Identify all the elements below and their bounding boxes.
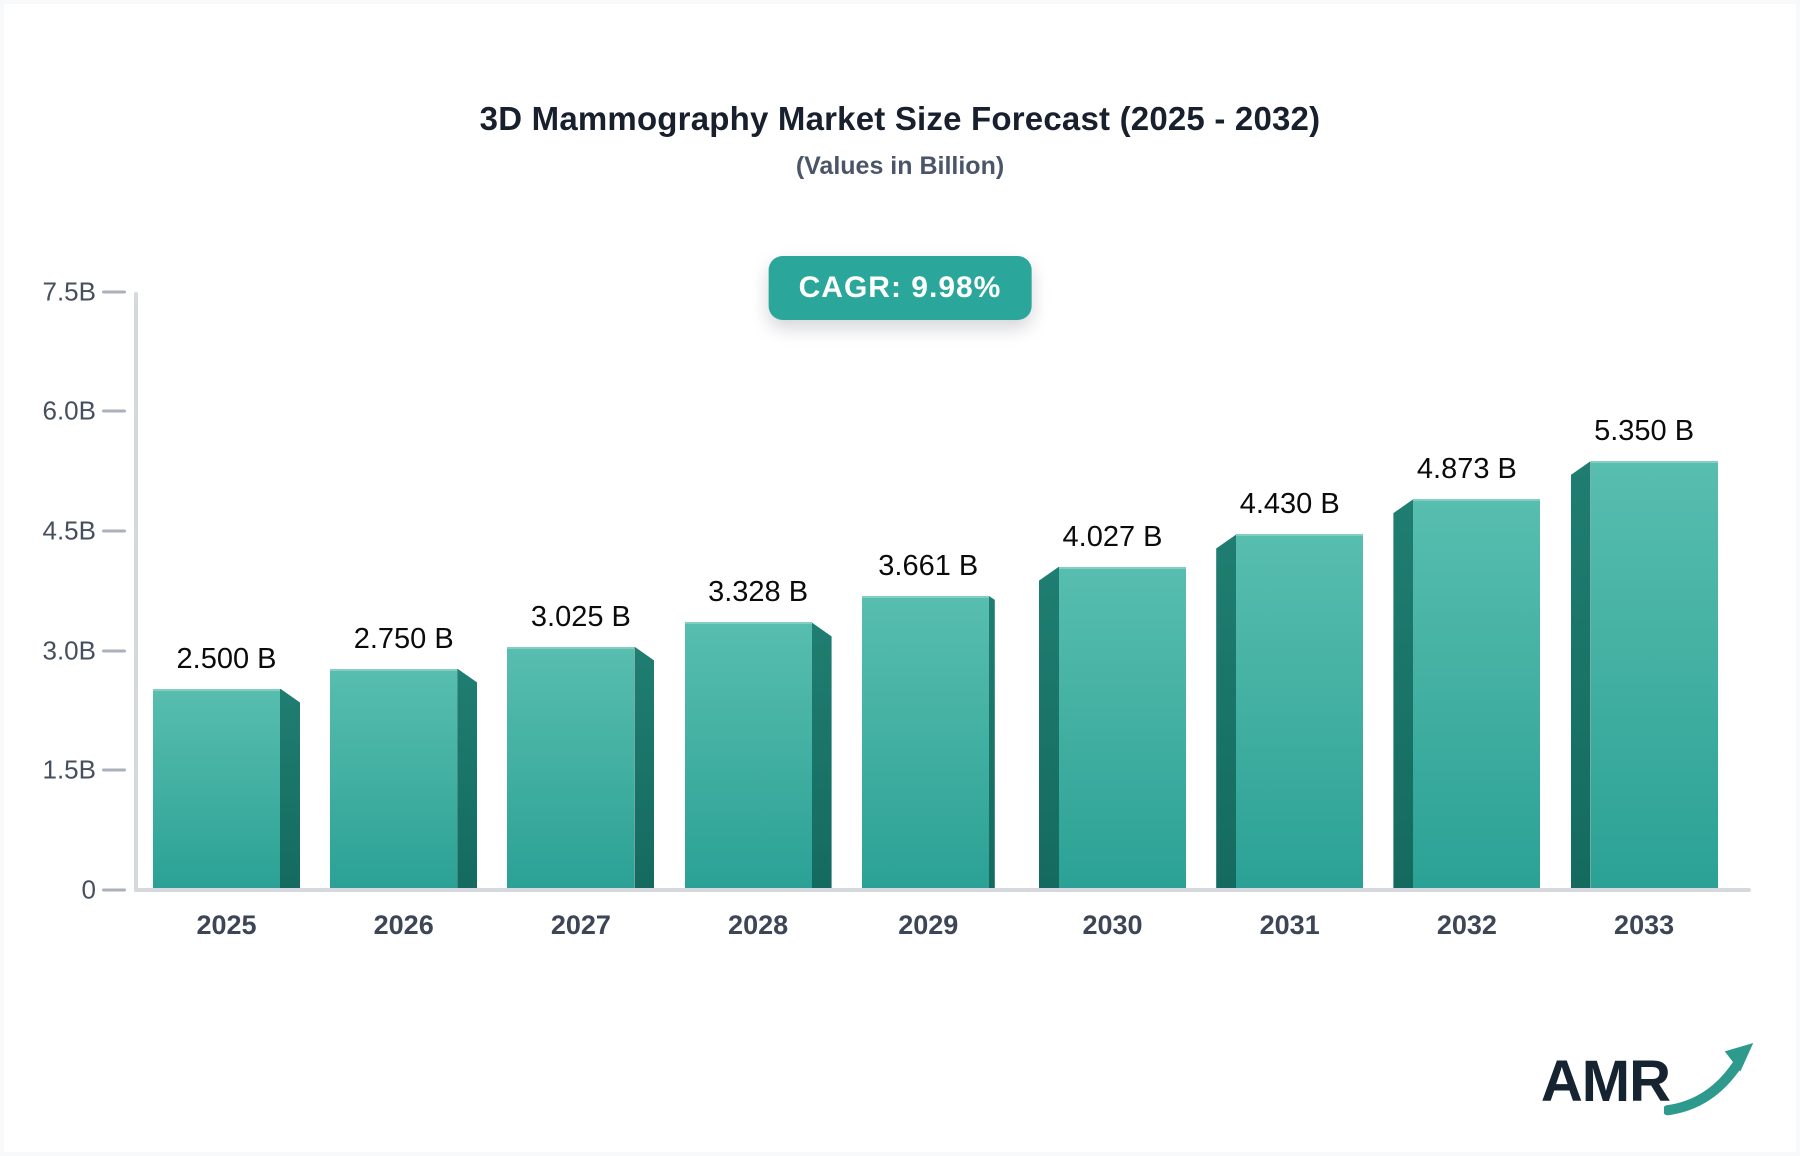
x-axis-label: 2030 (1082, 910, 1143, 940)
y-tick-label: 6.0B (42, 395, 97, 426)
x-axis-line (134, 888, 1751, 892)
chart-card: 3D Mammography Market Size Forecast (202… (4, 4, 1796, 1152)
bar-2027-side (634, 646, 655, 888)
x-axis-label: 2027 (550, 910, 611, 940)
y-tick-mark (102, 649, 126, 653)
y-tick-mark (102, 290, 126, 293)
bar-value-label: 2.750 B (353, 622, 454, 655)
cagr-badge: CAGR: 9.98% (768, 256, 1032, 320)
bar-2030 (1059, 566, 1186, 888)
x-axis-label: 2029 (898, 910, 959, 940)
x-axis-label: 2028 (728, 910, 789, 940)
y-axis-line (134, 291, 138, 892)
bar-2029-side (988, 595, 995, 888)
bar-chart: 0 1.5B 3.0B 4.5B 6.0B 7.5B 2.500 B 2025 2.750 B 2… (4, 4, 1796, 1152)
bar-2027 (507, 646, 635, 888)
y-tick-mark (102, 768, 126, 772)
x-axis-label: 2026 (373, 910, 434, 940)
bar-value-label: 4.027 B (1062, 520, 1163, 553)
x-axis-label: 2025 (196, 910, 257, 940)
bar-2026-side (457, 668, 478, 888)
y-tick-label: 7.5B (42, 276, 97, 306)
y-tick-label: 0 (81, 874, 96, 905)
bar-2025 (153, 688, 280, 888)
growth-arrow-icon (1664, 1043, 1754, 1116)
bar-2029 (861, 595, 989, 888)
bar-2028-side (811, 622, 832, 888)
y-tick-label: 3.0B (42, 635, 97, 666)
bar-value-label: 3.025 B (530, 600, 631, 633)
bar-2026 (330, 668, 458, 888)
y-tick-mark (102, 409, 126, 413)
bar-value-label: 4.873 B (1416, 453, 1517, 486)
amr-logo-text: AMR (1540, 1048, 1671, 1114)
bar-value-label: 3.661 B (878, 549, 979, 582)
bar-2030-side (1039, 566, 1059, 888)
bar-2033-side (1570, 461, 1591, 888)
bar-value-label: 5.350 B (1594, 415, 1695, 448)
amr-logo: AMR (1541, 1036, 1756, 1126)
bar-value-label: 2.500 B (176, 642, 277, 675)
chart-header: 3D Mammography Market Size Forecast (202… (4, 100, 1796, 181)
bar-2031-side (1216, 534, 1237, 888)
y-tick-mark (102, 529, 126, 533)
x-axis-label: 2033 (1614, 910, 1675, 940)
bar-value-label: 4.430 B (1239, 488, 1340, 521)
x-axis-label: 2031 (1259, 910, 1320, 940)
bar-2032-side (1393, 499, 1414, 888)
y-tick-mark (102, 888, 126, 892)
chart-subtitle: (Values in Billion) (795, 152, 1005, 180)
x-axis-label: 2032 (1436, 910, 1497, 940)
chart-title: 3D Mammography Market Size Forecast (202… (479, 100, 1321, 137)
y-tick-label: 4.5B (42, 515, 97, 546)
bar-2033 (1590, 461, 1718, 888)
bar-2031 (1236, 534, 1364, 888)
bar-2028 (684, 622, 812, 888)
y-tick-label: 1.5B (42, 754, 97, 785)
bar-value-label: 3.328 B (708, 576, 809, 609)
bar-2032 (1413, 499, 1541, 888)
bar-2025-side (280, 688, 300, 888)
